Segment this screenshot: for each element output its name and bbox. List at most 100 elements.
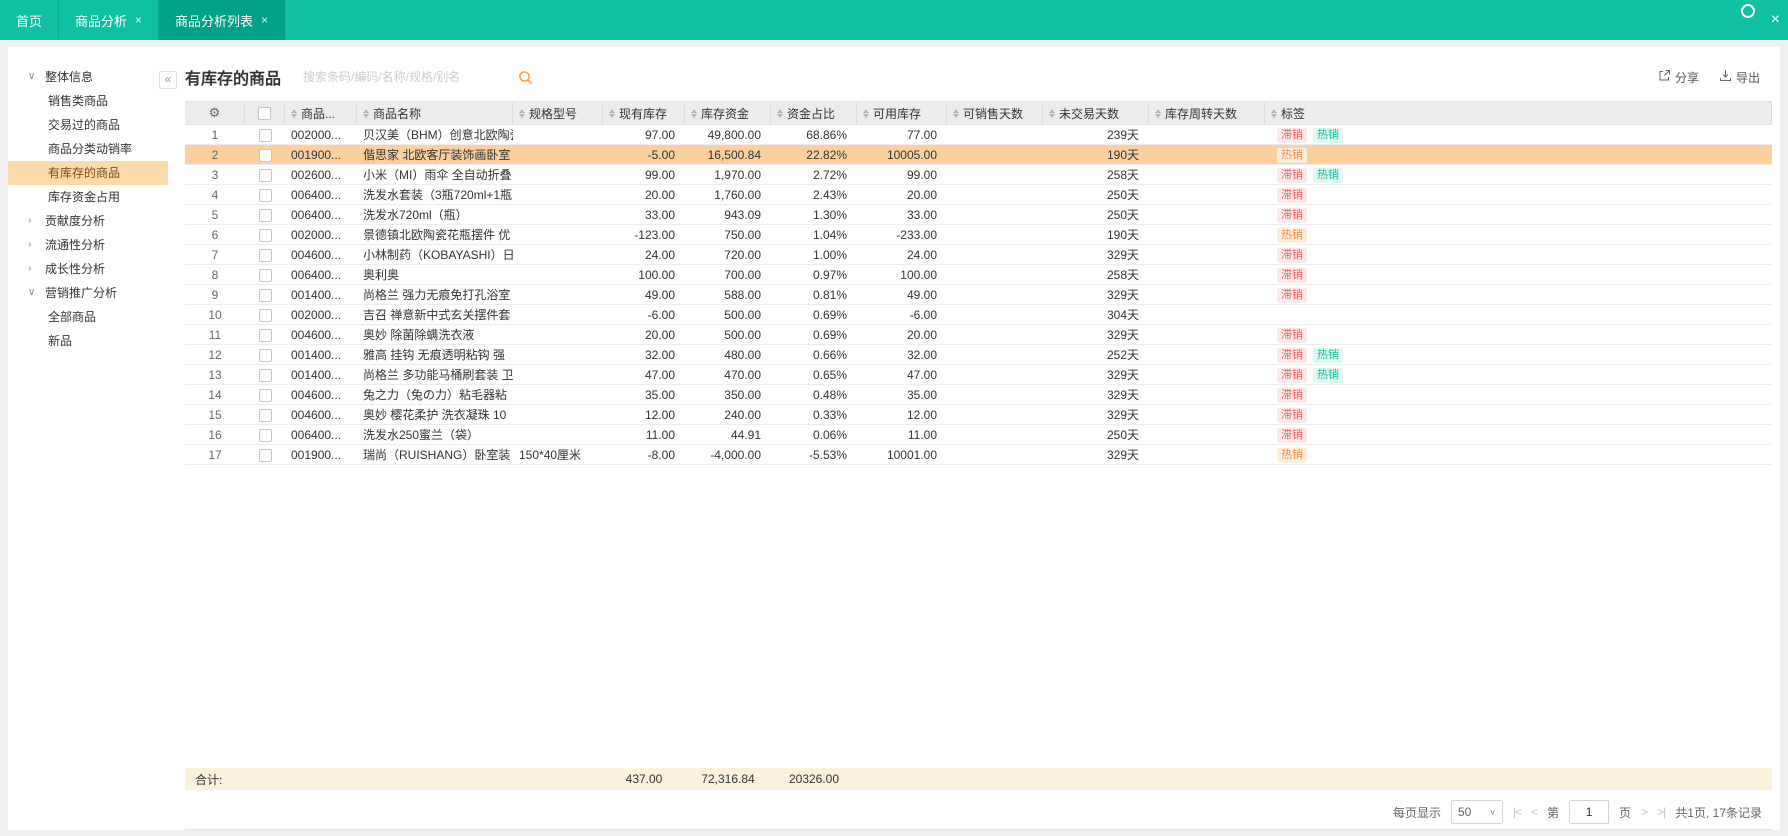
row-checkbox[interactable]	[258, 228, 272, 242]
sort-icon[interactable]	[1155, 108, 1161, 118]
sidebar-group-2[interactable]: › 贡献度分析	[8, 209, 168, 233]
column-header-ratio[interactable]: 资金占比	[771, 102, 857, 124]
sort-icon[interactable]	[953, 108, 959, 118]
select-all-checkbox[interactable]	[258, 106, 271, 120]
cell-fund: 500.00	[724, 307, 761, 322]
column-header-avail[interactable]: 可用库存	[857, 102, 947, 124]
sort-icon[interactable]	[609, 108, 615, 118]
row-checkbox[interactable]	[258, 348, 272, 362]
table-row[interactable]: 11 004600... 奥妙 除菌除螨洗衣液 20.00 500.00 0.69% 20.…	[185, 325, 1772, 345]
select-all-header	[245, 102, 285, 124]
sort-icon[interactable]	[291, 108, 297, 118]
gear-icon[interactable]: ⚙	[208, 105, 221, 120]
column-header-tags[interactable]: 标签	[1265, 102, 1772, 124]
page-size-select[interactable]: 50 ∨	[1450, 800, 1503, 824]
sidebar-group-1[interactable]: ∨ 整体信息	[8, 65, 168, 89]
export-button[interactable]: 导出	[1719, 69, 1760, 86]
sidebar-group-3[interactable]: › 流通性分析	[8, 233, 168, 257]
next-page-button[interactable]: >	[1641, 805, 1648, 819]
sidebar-group-5[interactable]: ∨ 营销推广分析	[8, 281, 168, 305]
column-settings-header[interactable]: ⚙	[185, 102, 245, 124]
row-checkbox[interactable]	[258, 248, 272, 262]
cell-ratio: 2.72%	[812, 167, 847, 182]
table-row[interactable]: 1 002000... 贝汉美（BHM）创意北欧陶瓷 97.00 49,800.00 68…	[185, 125, 1772, 145]
table-row[interactable]: 5 006400... 洗发水720ml（瓶） 33.00 943.09 1.30% 33.…	[185, 205, 1772, 225]
table-row[interactable]: 14 004600... 兔之力（兔の力）粘毛器粘 35.00 350.00 0.48% 3…	[185, 385, 1772, 405]
row-checkbox[interactable]	[258, 208, 272, 222]
prev-page-button[interactable]: <	[1531, 805, 1538, 819]
column-label: 库存周转天数	[1165, 106, 1238, 121]
search-icon[interactable]	[518, 70, 533, 85]
cell-avail: -233.00	[896, 227, 937, 242]
column-header-stock[interactable]: 现有库存	[603, 102, 685, 124]
sort-icon[interactable]	[519, 108, 525, 118]
row-checkbox[interactable]	[258, 408, 272, 422]
sidebar-item[interactable]: 有库存的商品	[8, 161, 168, 185]
row-checkbox[interactable]	[258, 388, 272, 402]
column-header-fund[interactable]: 库存资金	[685, 102, 771, 124]
window-close-icon[interactable]: ×	[1770, 11, 1780, 28]
table-row[interactable]: 3 002600... 小米（MI）雨伞 全自动折叠 99.00 1,970.00 2.7…	[185, 165, 1772, 185]
row-checkbox[interactable]	[258, 148, 272, 162]
row-checkbox[interactable]	[258, 368, 272, 382]
row-checkbox[interactable]	[258, 328, 272, 342]
row-checkbox[interactable]	[258, 428, 272, 442]
column-header-spec[interactable]: 规格型号	[513, 102, 603, 124]
user-icon[interactable]	[1740, 4, 1755, 18]
table-row[interactable]: 2 001900... 偕思家 北欧客厅装饰画卧室 -5.00 16,500.84 22.…	[185, 145, 1772, 165]
search-input[interactable]	[303, 70, 515, 84]
row-checkbox[interactable]	[258, 268, 272, 282]
column-header-code[interactable]: 商品...	[285, 102, 357, 124]
row-checkbox[interactable]	[258, 188, 272, 202]
sidebar-item[interactable]: 新品	[48, 334, 73, 348]
table-row[interactable]: 12 001400... 雅高 挂钩 无痕透明粘钩 强 32.00 480.00 0.66…	[185, 345, 1772, 365]
sort-icon[interactable]	[1049, 108, 1055, 118]
table-row[interactable]: 7 004600... 小林制药（KOBAYASHI）日 24.00 720.00 1.0…	[185, 245, 1772, 265]
sidebar-item[interactable]: 全部商品	[48, 310, 97, 324]
table-row[interactable]: 6 002000... 景德镇北欧陶瓷花瓶摆件 优 -123.00 750.00 1.04…	[185, 225, 1772, 245]
tab-2[interactable]: 商品分析 ×	[59, 0, 160, 40]
sidebar-item[interactable]: 销售类商品	[48, 94, 109, 108]
tab-1[interactable]: 首页	[0, 0, 60, 40]
row-checkbox-cell	[245, 247, 285, 262]
column-header-name[interactable]: 商品名称	[357, 102, 513, 124]
sidebar-item[interactable]: 交易过的商品	[48, 118, 121, 132]
table-row[interactable]: 16 006400... 洗发水250蜜兰（袋） 11.00 44.91 0.06% 11.…	[185, 425, 1772, 445]
cell-fund: 700.00	[724, 267, 761, 282]
column-header-sell[interactable]: 可销售天数	[947, 102, 1043, 124]
sort-icon[interactable]	[863, 108, 869, 118]
row-checkbox[interactable]	[258, 308, 272, 322]
table-row[interactable]: 15 004600... 奥妙 樱花柔护 洗衣凝珠 10 12.00 240.00 0.3…	[185, 405, 1772, 425]
sidebar-item[interactable]: 商品分类动销率	[48, 142, 133, 156]
cell-name: 奥妙 樱花柔护 洗衣凝珠 10	[363, 408, 507, 422]
share-button[interactable]: 分享	[1658, 69, 1699, 86]
tab-3[interactable]: 商品分析列表 ×	[159, 0, 286, 40]
sort-icon[interactable]	[777, 108, 783, 118]
sort-icon[interactable]	[691, 108, 697, 118]
page-number-input[interactable]	[1569, 800, 1610, 824]
row-checkbox[interactable]	[258, 168, 272, 182]
sidebar-group-4[interactable]: › 成长性分析	[8, 257, 168, 281]
sort-icon[interactable]	[363, 108, 369, 118]
sort-icon[interactable]	[1271, 108, 1277, 118]
table-row[interactable]: 9 001400... 尚格兰 强力无痕免打孔浴室 49.00 588.00 0.81% 4…	[185, 285, 1772, 305]
tab-close-icon[interactable]: ×	[135, 13, 143, 27]
table-row[interactable]: 10 002000... 吉召 禅意新中式玄关摆件套 -6.00 500.00 0.69%…	[185, 305, 1772, 325]
row-checkbox[interactable]	[258, 128, 272, 142]
sidebar-collapse-button[interactable]: «	[159, 71, 177, 89]
column-header-notrade[interactable]: 未交易天数	[1043, 102, 1149, 124]
table-row[interactable]: 4 006400... 洗发水套装（3瓶720ml+1瓶 20.00 1,760.00 2…	[185, 185, 1772, 205]
table-row[interactable]: 8 006400... 奥利奥 100.00 700.00 0.97% 100.00 258天…	[185, 265, 1772, 285]
row-checkbox[interactable]	[258, 448, 272, 462]
column-label: 库存资金	[701, 106, 750, 121]
row-checkbox[interactable]	[258, 288, 272, 302]
first-page-button[interactable]: |<	[1512, 805, 1522, 819]
last-page-button[interactable]: >|	[1657, 805, 1666, 819]
column-header-turnover[interactable]: 库存周转天数	[1149, 102, 1265, 124]
table-row[interactable]: 13 001400... 尚格兰 多功能马桶刷套装 卫 47.00 470.00 0.65…	[185, 365, 1772, 385]
sidebar-group-label: 营销推广分析	[45, 286, 118, 300]
sidebar-item[interactable]: 库存资金占用	[48, 190, 121, 204]
cell-avail: 47.00	[906, 367, 937, 382]
table-row[interactable]: 17 001900... 瑞尚（RUISHANG）卧室装 150*40厘米 -8.00 -…	[185, 445, 1772, 465]
tab-close-icon[interactable]: ×	[261, 13, 269, 27]
